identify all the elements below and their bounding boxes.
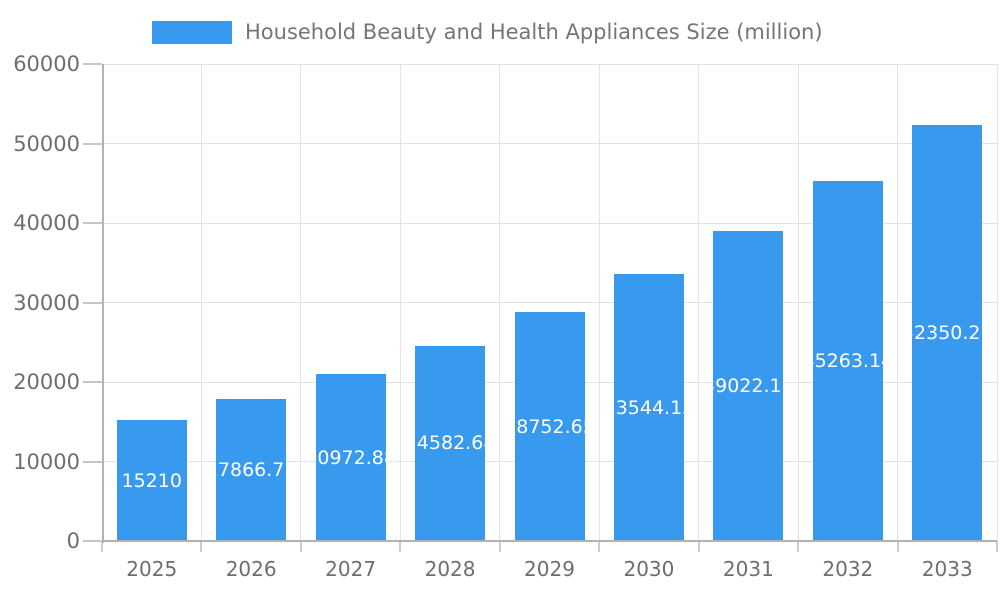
bar-value-label: 20972.88 [305,446,396,469]
x-axis-tick [697,541,700,552]
category-gridline [797,64,799,541]
bar-value-label: 45263.14 [802,350,894,373]
bar-value-label: 17866.73 [205,458,297,481]
x-axis-label-2032: 2032 [822,557,874,581]
y-axis-tick-label: 10000 [13,449,80,474]
legend-item[interactable]: Household Beauty and Health Appliances S… [152,19,823,45]
bar-2027[interactable]: 20972.88 [305,374,396,541]
x-axis-tick [200,541,203,552]
y-axis-tick-label: 50000 [13,131,80,156]
x-axis-label-2031: 2031 [722,557,774,581]
bar-value-label: 15210 [121,469,182,492]
y-axis-tick-label: 20000 [13,370,80,394]
category-gridline [598,64,600,541]
bar-value-label: 28752.65 [504,415,595,438]
y-axis-tick-label: 40000 [13,211,80,235]
y-gridline [102,143,997,144]
y-gridline [102,222,997,224]
x-axis-tick [598,541,601,552]
x-axis-tick [101,541,103,552]
x-axis-tick [797,541,800,552]
bar-2032[interactable]: 45263.14 [802,181,893,541]
y-gridline [102,302,997,303]
x-axis-tick [399,541,402,552]
bar-value-label: 24582.68 [404,432,496,455]
bar-2028[interactable]: 24582.68 [405,345,495,541]
x-axis-label-2026: 2026 [225,557,277,581]
x-axis-tick [896,541,899,552]
x-axis-label-2028: 2028 [424,557,476,581]
x-axis-tick [498,541,501,552]
x-axis-tick [996,541,998,552]
bar-2030[interactable]: 33544.15 [604,274,694,541]
category-gridline [499,64,501,541]
category-gridline [399,64,401,541]
y-axis-tick-label: 0 [66,529,80,553]
y-axis-tick [83,381,102,383]
x-axis-tick [299,541,302,552]
bar-2033[interactable]: 52350.21 [902,124,993,541]
y-axis-line [102,64,104,543]
x-axis-label-2027: 2027 [325,557,377,581]
category-gridline [698,64,700,541]
y-axis-tick [83,301,102,304]
y-axis-tick [83,63,102,65]
legend-color-swatch [152,20,232,44]
y-axis-tick [83,460,102,463]
x-axis-label-2025: 2025 [126,557,178,581]
x-axis-label-2033: 2033 [921,557,973,581]
y-axis-tick-label: 60000 [13,52,80,76]
y-axis-tick [83,142,102,145]
bar-value-label: 33544.15 [603,396,695,419]
x-axis-line [102,540,997,542]
y-axis-tick [83,222,102,224]
bar-value-label: 39022.15 [703,374,794,397]
category-gridline [897,64,899,541]
x-axis-label-2029: 2029 [524,557,575,581]
x-axis-label-2030: 2030 [623,557,675,581]
category-gridline [200,64,202,541]
bar-2026[interactable]: 17866.73 [206,398,296,541]
y-axis-tick-label: 30000 [13,290,80,315]
legend-label: Household Beauty and Health Appliances S… [245,20,823,44]
bar-2029[interactable]: 28752.65 [504,312,595,541]
y-axis-tick [83,540,102,542]
y-gridline [102,63,997,65]
bar-2031[interactable]: 39022.15 [703,230,794,541]
bar-2025[interactable]: 15210 [116,420,187,541]
category-gridline [300,64,302,541]
bar-value-label: 52350.21 [901,321,993,344]
category-gridline [996,64,998,541]
